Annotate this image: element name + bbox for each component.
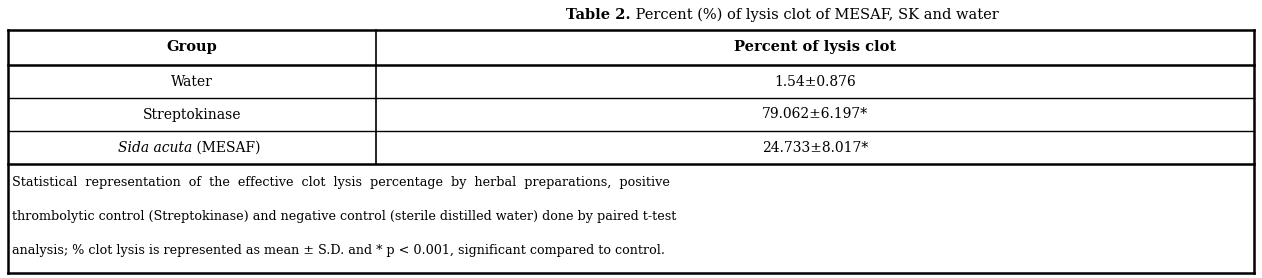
Text: Sida acuta: Sida acuta — [117, 140, 192, 155]
Text: Water: Water — [170, 75, 213, 88]
Text: Percent of lysis clot: Percent of lysis clot — [733, 41, 896, 54]
Text: (MESAF): (MESAF) — [192, 140, 260, 155]
Text: Statistical  representation  of  the  effective  clot  lysis  percentage  by  he: Statistical representation of the effect… — [13, 176, 670, 189]
Text: Percent (%) of lysis clot of MESAF, SK and water: Percent (%) of lysis clot of MESAF, SK a… — [631, 8, 998, 22]
Text: analysis; % clot lysis is represented as mean ± S.D. and * p < 0.001, significan: analysis; % clot lysis is represented as… — [13, 244, 665, 257]
Text: Streptokinase: Streptokinase — [143, 108, 241, 121]
Text: 24.733±8.017*: 24.733±8.017* — [762, 140, 868, 155]
Text: 79.062±6.197*: 79.062±6.197* — [762, 108, 868, 121]
Text: Group: Group — [167, 41, 217, 54]
Text: Table 2.: Table 2. — [567, 8, 631, 22]
Text: thrombolytic control (Streptokinase) and negative control (sterile distilled wat: thrombolytic control (Streptokinase) and… — [13, 210, 676, 223]
Text: 1.54±0.876: 1.54±0.876 — [774, 75, 856, 88]
